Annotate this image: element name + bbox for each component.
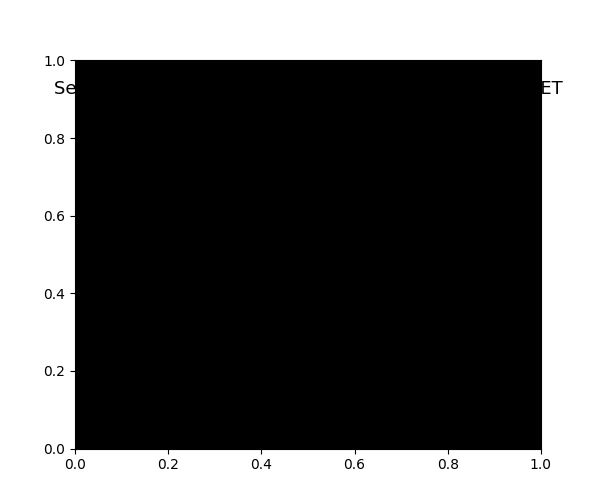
Text: Secondary Swell energy on Sunday 23 Mar at 10pm CET: Secondary Swell energy on Sunday 23 Mar … [53, 80, 563, 98]
Text: Arrows show the wind wave direction: Arrows show the wind wave direction [178, 107, 438, 121]
